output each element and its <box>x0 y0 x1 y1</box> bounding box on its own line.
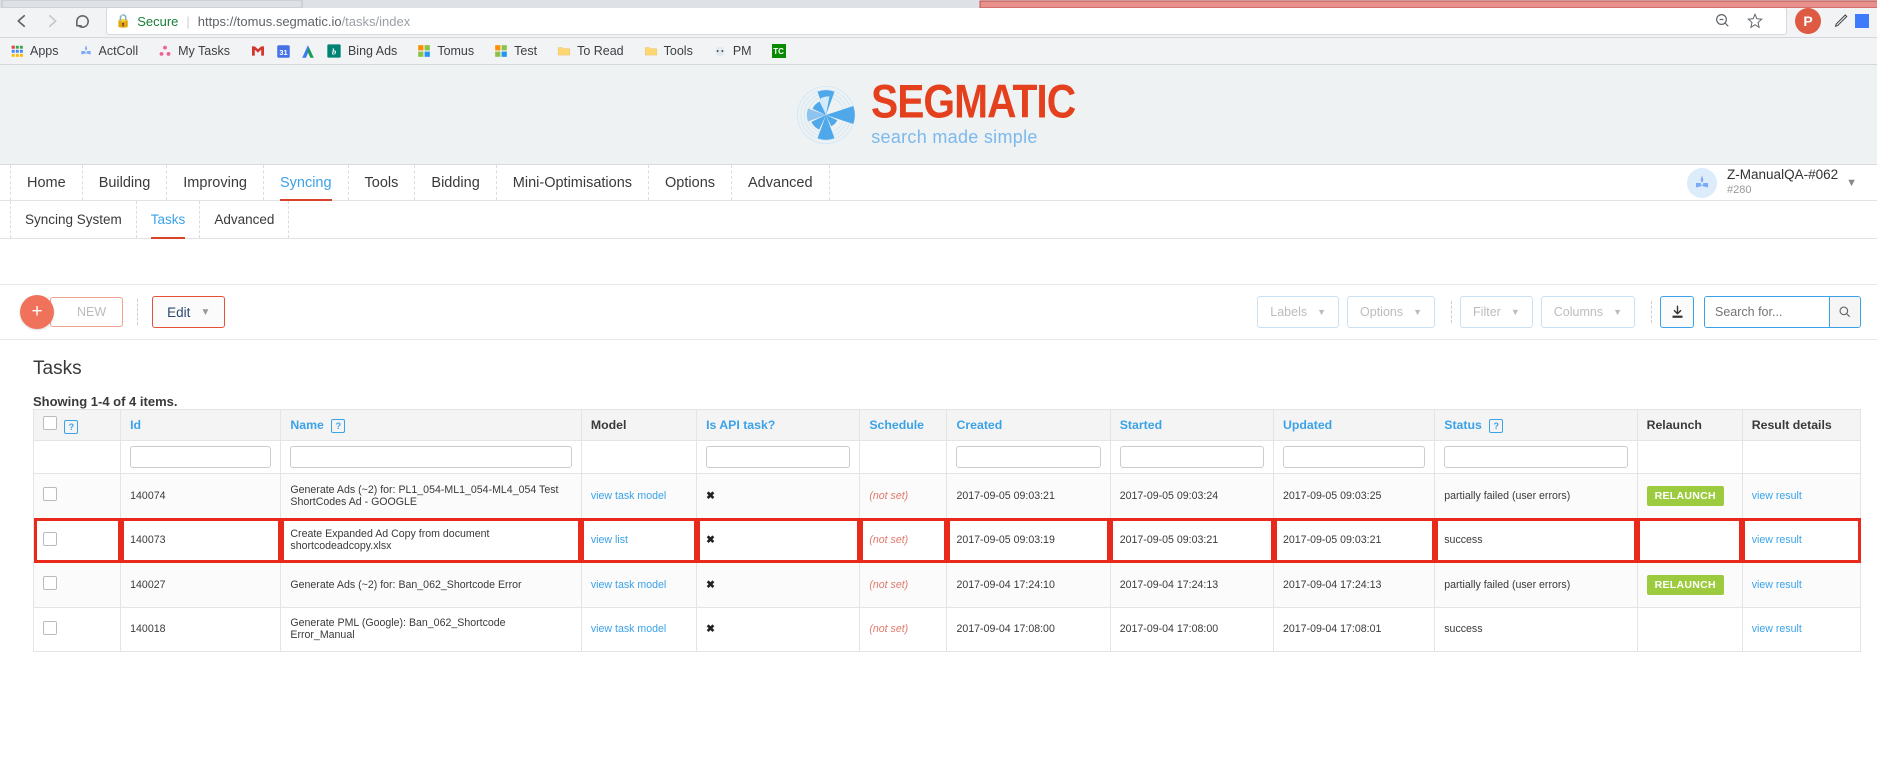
svg-text:b: b <box>332 46 337 56</box>
svg-text:31: 31 <box>279 47 287 56</box>
